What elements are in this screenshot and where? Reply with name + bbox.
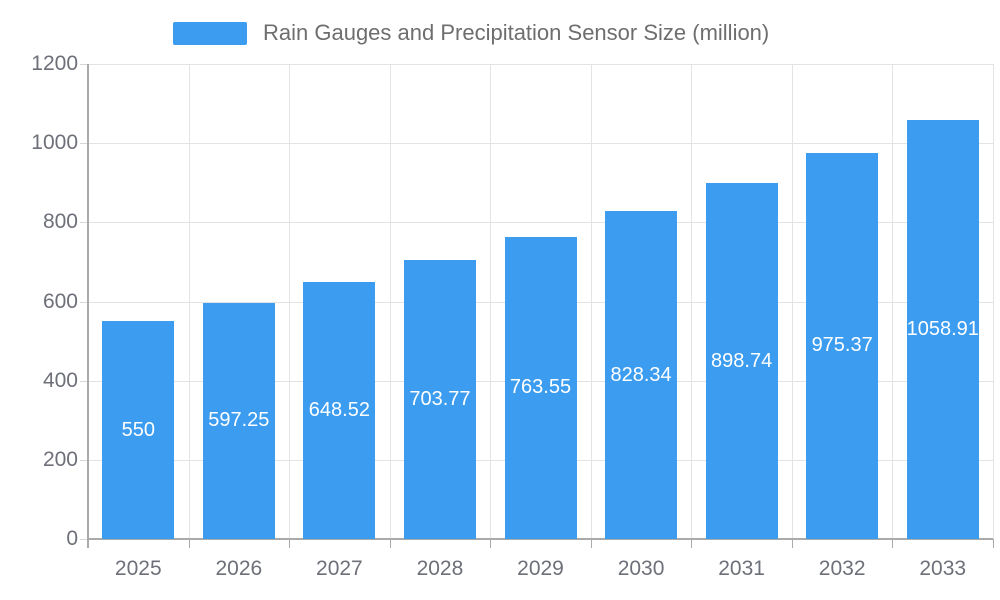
gridline-vertical <box>590 64 592 539</box>
y-axis-tick <box>80 380 88 382</box>
x-axis-line <box>88 538 993 540</box>
x-tick-label: 2026 <box>215 557 263 580</box>
x-tick-label: 2028 <box>416 557 464 580</box>
gridline-vertical <box>892 64 894 539</box>
bar: 648.52 <box>303 282 376 539</box>
bar-value-label: 975.37 <box>811 334 873 357</box>
legend-item[interactable]: Rain Gauges and Precipitation Sensor Siz… <box>173 20 769 46</box>
y-tick-label: 400 <box>42 368 78 392</box>
gridline-horizontal <box>88 64 993 65</box>
gridline-vertical <box>490 64 492 539</box>
bar-value-label: 763.55 <box>509 376 572 399</box>
y-tick-label: 800 <box>42 210 78 234</box>
x-tick-label: 2031 <box>718 557 765 580</box>
gridline-vertical <box>389 64 391 539</box>
gridline-horizontal <box>88 143 993 145</box>
x-tick-label: 2025 <box>114 557 162 580</box>
y-axis-tick <box>80 539 88 540</box>
x-axis-tick <box>188 539 190 548</box>
bar-value-label: 597.25 <box>208 409 270 432</box>
x-tick-label: 2032 <box>818 557 866 580</box>
bar: 975.37 <box>806 152 879 539</box>
gridline-vertical <box>188 64 190 539</box>
bar-value-label: 898.74 <box>711 349 773 372</box>
legend-swatch <box>173 21 247 45</box>
y-tick-label: 1200 <box>31 52 78 75</box>
y-tick-label: 200 <box>42 447 78 471</box>
gridline-vertical <box>691 64 693 539</box>
y-axis-tick <box>80 64 88 65</box>
bar: 828.34 <box>605 211 678 539</box>
gridline-vertical <box>993 64 994 539</box>
y-axis-line <box>87 64 89 548</box>
y-tick-label: 600 <box>42 289 78 313</box>
bar: 550 <box>102 321 175 539</box>
x-axis-tick <box>389 539 391 548</box>
legend-label: Rain Gauges and Precipitation Sensor Siz… <box>263 20 770 45</box>
x-axis-tick <box>590 539 592 548</box>
bar-value-label: 550 <box>121 418 155 441</box>
x-tick-label: 2030 <box>617 557 665 580</box>
bar: 763.55 <box>504 236 577 539</box>
y-axis-tick <box>80 301 88 303</box>
y-axis-tick <box>80 143 88 145</box>
x-tick-label: 2027 <box>316 557 363 580</box>
y-tick-label: 0 <box>66 527 78 550</box>
x-axis-tick <box>490 539 492 548</box>
x-axis-tick <box>791 539 793 548</box>
y-axis-tick <box>80 222 88 224</box>
x-axis-tick <box>289 539 291 548</box>
x-axis-tick <box>691 539 693 548</box>
gridline-vertical <box>791 64 793 539</box>
gridline-vertical <box>289 64 291 539</box>
y-tick-label: 1000 <box>31 131 78 155</box>
bar-value-label: 1058.91 <box>906 317 979 340</box>
bar: 703.77 <box>403 260 476 539</box>
bar: 597.25 <box>202 302 275 539</box>
bar-value-label: 828.34 <box>610 363 672 386</box>
bar: 898.74 <box>705 183 778 539</box>
bar-value-label: 648.52 <box>308 399 370 422</box>
x-axis-tick <box>892 539 894 548</box>
x-tick-label: 2033 <box>919 557 967 580</box>
x-tick-label: 2029 <box>517 557 564 580</box>
bar: 1058.91 <box>906 119 979 539</box>
gridline-horizontal <box>88 222 993 224</box>
y-axis-tick <box>80 459 88 461</box>
x-axis-tick <box>993 539 994 548</box>
bar-value-label: 703.77 <box>409 388 471 411</box>
